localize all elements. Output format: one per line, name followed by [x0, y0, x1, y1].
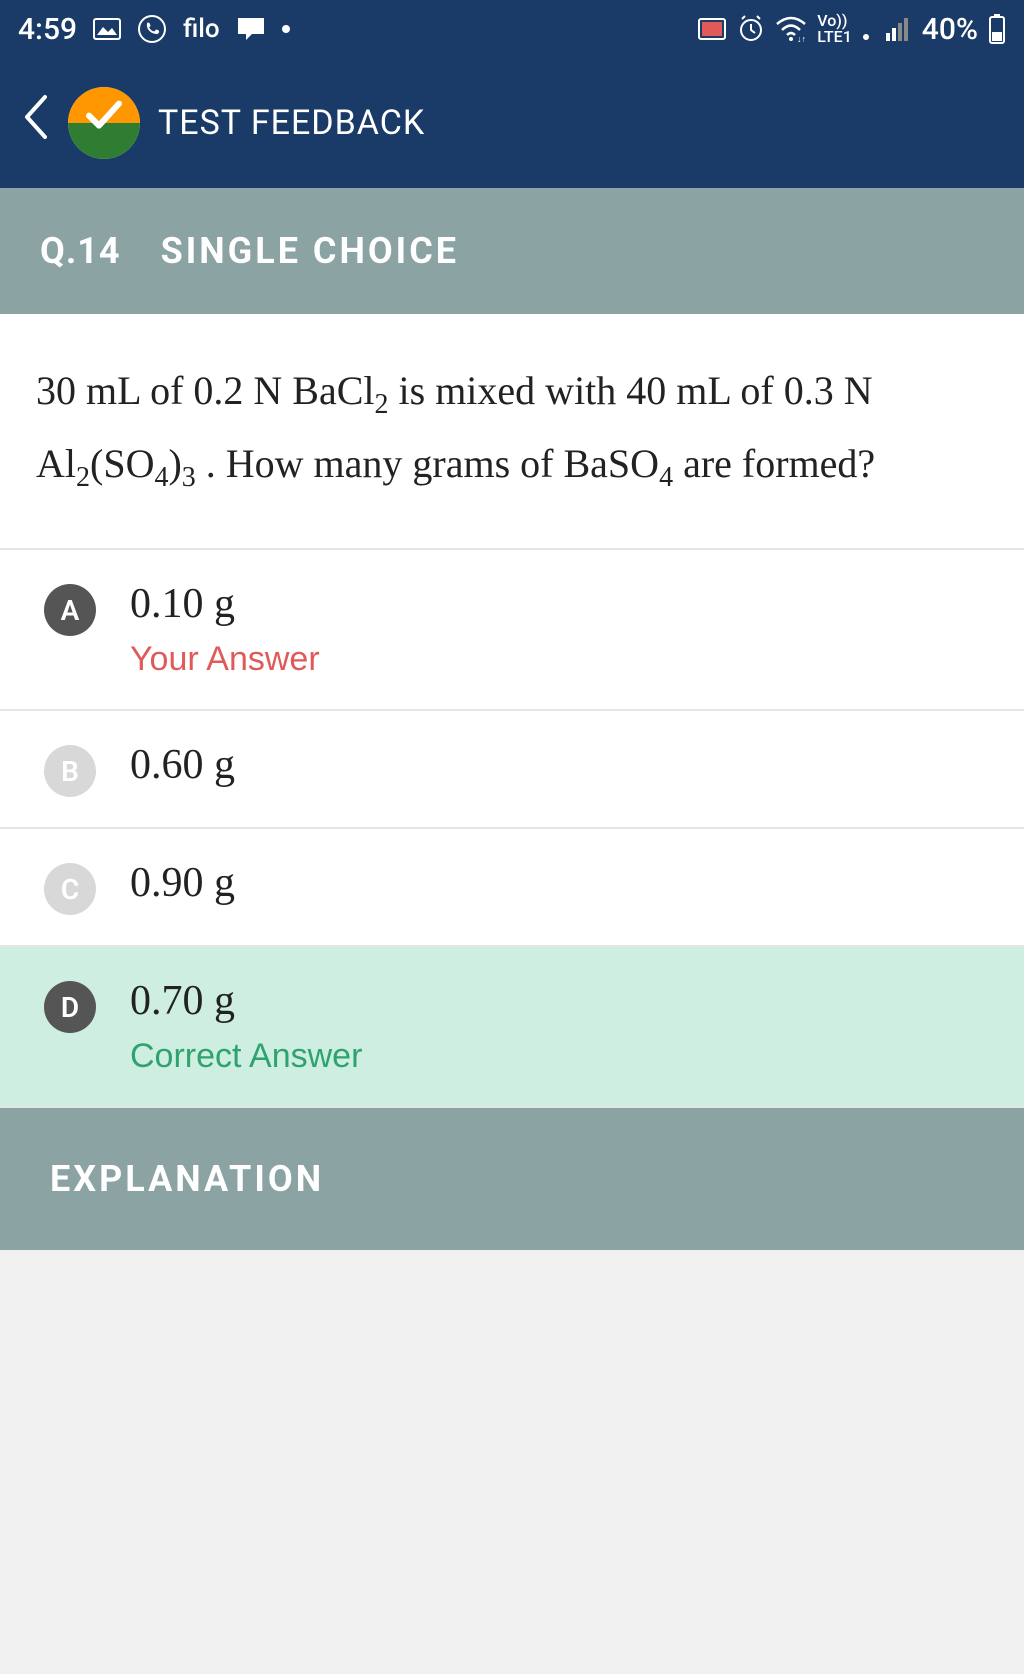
status-time: 4:59	[18, 12, 77, 47]
option-d[interactable]: D 0.70 g Correct Answer	[0, 947, 1024, 1108]
option-badge-a: A	[44, 584, 96, 636]
question-number: Q.14	[40, 230, 121, 272]
whatsapp-icon	[137, 14, 167, 44]
option-text-a: 0.10 g	[130, 580, 988, 628]
question-type: SINGLE CHOICE	[161, 230, 459, 272]
signal-icon	[862, 17, 876, 41]
dot-icon	[282, 25, 290, 33]
option-a[interactable]: A 0.10 g Your Answer	[0, 550, 1024, 711]
app-logo	[68, 87, 140, 159]
svg-text:↓↑: ↓↑	[797, 35, 806, 42]
option-text-c: 0.90 g	[130, 859, 988, 907]
explanation-header: EXPLANATION	[0, 1108, 1024, 1250]
signal-bars-icon	[886, 17, 912, 41]
option-c[interactable]: C 0.90 g	[0, 829, 1024, 947]
filo-label: filo	[183, 14, 220, 44]
back-icon[interactable]	[20, 92, 50, 154]
option-badge-d: D	[44, 981, 96, 1033]
wifi-icon: ↓↑	[775, 16, 807, 42]
page-title: TEST FEEDBACK	[158, 103, 425, 143]
option-badge-b: B	[44, 745, 96, 797]
option-text-d: 0.70 g	[130, 977, 988, 1025]
option-b[interactable]: B 0.60 g	[0, 711, 1024, 829]
option-badge-c: C	[44, 863, 96, 915]
battery-icon	[988, 14, 1006, 44]
option-text-b: 0.60 g	[130, 741, 988, 789]
status-bar: 4:59 filo ↓↑ Vo)) LTE1 4	[0, 0, 1024, 58]
status-right: ↓↑ Vo)) LTE1 40%	[697, 12, 1006, 47]
alarm-icon	[737, 15, 765, 43]
status-left: 4:59 filo	[18, 12, 290, 47]
question-header: Q.14 SINGLE CHOICE	[0, 188, 1024, 314]
app-header: TEST FEEDBACK	[0, 58, 1024, 188]
cast-icon	[697, 17, 727, 41]
correct-answer-label: Correct Answer	[130, 1037, 988, 1076]
question-text: 30 mL of 0.2 N BaCl2 is mixed with 40 mL…	[0, 314, 1024, 550]
checkmark-icon	[81, 92, 127, 149]
picture-icon	[93, 18, 121, 40]
your-answer-label: Your Answer	[130, 640, 988, 679]
battery-percent: 40%	[922, 12, 978, 47]
chat-icon	[236, 16, 266, 42]
network-label: Vo)) LTE1	[817, 13, 852, 45]
lte-label: LTE1	[817, 29, 852, 45]
explanation-title: EXPLANATION	[50, 1158, 324, 1200]
